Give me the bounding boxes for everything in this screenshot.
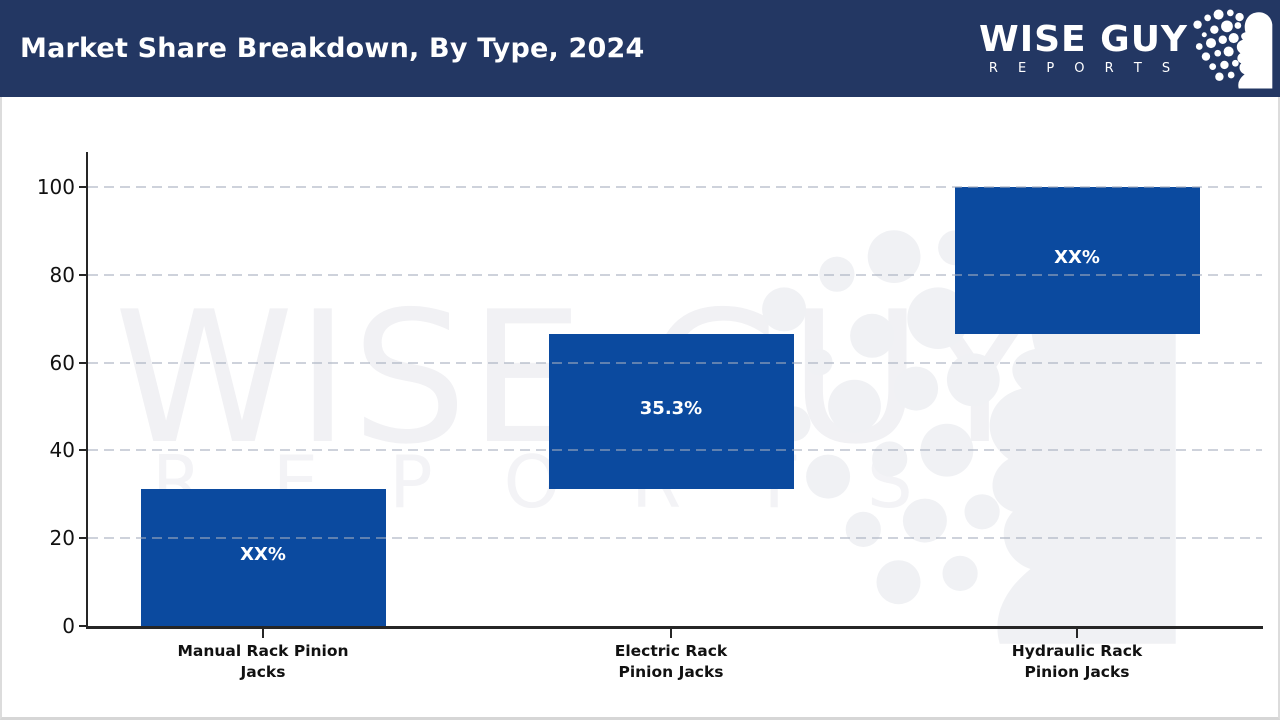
bar-value-label-1: 35.3% [639, 398, 703, 420]
y-tick-label-60: 60 [49, 350, 75, 375]
bar-value-label-2: XX% [1054, 247, 1100, 269]
y-tick-mark-20 [79, 537, 87, 540]
y-axis-line [86, 152, 88, 629]
gridline-y-60 [88, 361, 1262, 364]
x-axis-line [86, 626, 1263, 629]
wiseguy-head-icon [1193, 9, 1273, 88]
y-tick-label-0: 0 [62, 614, 75, 638]
x-category-label-2: Hydraulic Rack Pinion Jacks [1011, 642, 1143, 681]
y-tick-mark-0 [79, 625, 87, 627]
y-tick-mark-40 [79, 449, 87, 452]
y-tick-label-20: 20 [49, 526, 75, 551]
y-tick-mark-100 [79, 186, 87, 188]
bar-value-label-0: XX% [240, 544, 286, 566]
x-tick-mark-1 [670, 629, 672, 638]
y-tick-label-80: 80 [49, 262, 75, 287]
x-category-label-0: Manual Rack Pinion Jacks [177, 642, 349, 681]
y-tick-label-100: 100 [36, 175, 75, 199]
header-bar: Market Share Breakdown, By Type, 2024 WI… [0, 0, 1280, 97]
gridline-y-100 [88, 186, 1262, 188]
bar-segment-0: XX% [140, 488, 386, 626]
x-tick-mark-2 [1076, 629, 1078, 638]
gridline-y-40 [88, 449, 1262, 452]
logo-name-text: WISE GUY [978, 18, 1188, 60]
wiseguy-logo: WISE GUY R E P O R T S [979, 0, 1274, 97]
bar-segment-2: XX% [954, 187, 1200, 334]
x-category-label-1: Electric Rack Pinion Jacks [614, 642, 728, 681]
logo-sub-text: R E P O R T S [988, 60, 1179, 76]
chart-title: Market Share Breakdown, By Type, 2024 [20, 33, 645, 64]
y-tick-label-40: 40 [49, 438, 75, 463]
gridline-y-80 [88, 273, 1262, 276]
gridline-y-20 [88, 537, 1262, 540]
y-tick-mark-80 [79, 273, 87, 276]
bar-segment-1: 35.3% [548, 333, 794, 489]
wiseguy-logo-text: WISE GUY R E P O R T S [978, 18, 1188, 77]
y-tick-mark-60 [79, 361, 87, 364]
x-tick-mark-0 [262, 629, 264, 638]
